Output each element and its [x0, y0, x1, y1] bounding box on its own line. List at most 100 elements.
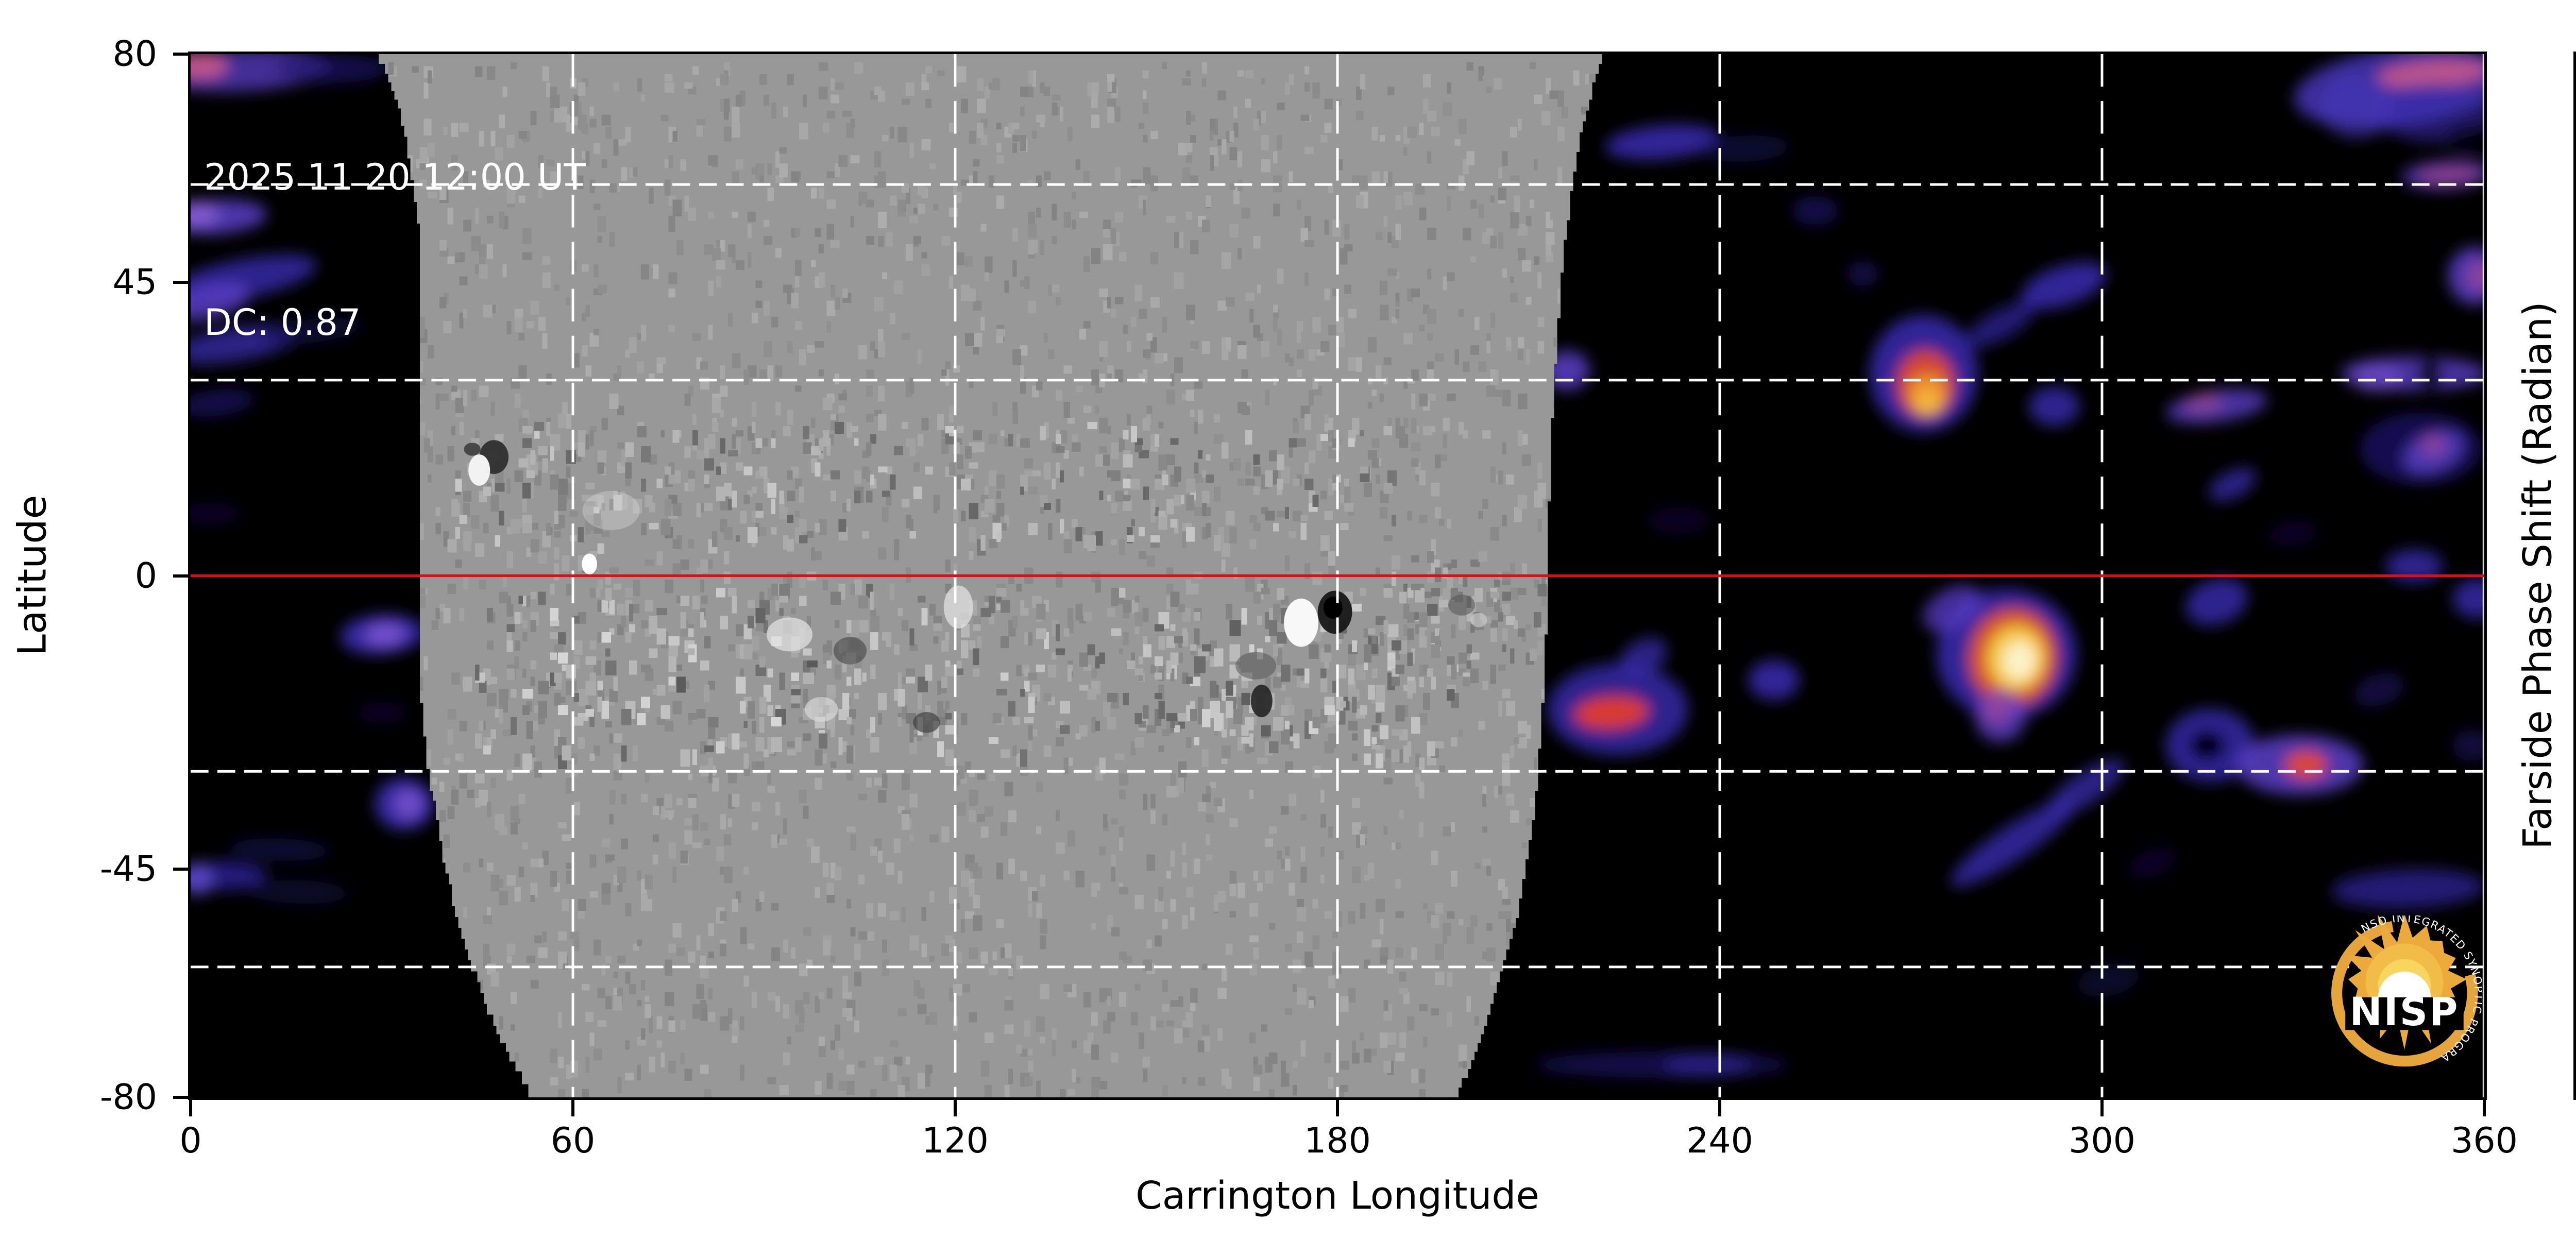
farside-blob	[2417, 165, 2481, 184]
logo-sun-dome	[2378, 971, 2431, 998]
magnetogram-feature	[464, 443, 481, 456]
x-tick-mark	[189, 1100, 192, 1116]
x-tick-label: 240	[1686, 1121, 1753, 1161]
plot-annotation: 2025 11 20 12:00 UT DC: 0.87	[204, 56, 586, 444]
farside-blob	[2209, 468, 2257, 501]
y-tick-label: -80	[99, 1077, 157, 1118]
farside-blob	[273, 54, 388, 83]
farside-blob	[1792, 196, 1839, 225]
y-tick-mark	[173, 280, 190, 284]
y-tick-mark	[173, 868, 190, 871]
farside-blob	[2452, 579, 2484, 618]
farside-blob	[229, 838, 331, 861]
y-tick-label: 80	[112, 33, 157, 75]
farside-blob	[1619, 638, 1667, 677]
farside-blob	[191, 54, 229, 80]
farside-blob	[191, 503, 242, 524]
magnetogram-feature	[1448, 595, 1476, 616]
magnetogram-feature	[1250, 684, 1273, 718]
farside-blob	[2354, 673, 2404, 707]
farside-blob	[1914, 392, 1940, 415]
farside-blob	[2350, 362, 2402, 392]
farside-blob	[2318, 73, 2395, 139]
magnetogram-feature	[943, 585, 973, 629]
farside-signal-layer	[191, 54, 2484, 1078]
magnetogram-feature	[1470, 613, 1487, 628]
farside-blob	[1951, 800, 2075, 887]
logo-nisp-text: NISP	[2349, 989, 2459, 1035]
x-tick-mark	[2483, 1100, 2486, 1116]
farside-blob	[2446, 122, 2484, 156]
farside-blob	[1981, 693, 2012, 725]
y-tick-label: -45	[99, 849, 157, 890]
farside-blob	[2185, 392, 2223, 414]
farside-blob	[1662, 1054, 1752, 1075]
magnetogram-feature	[468, 454, 490, 486]
x-tick-label: 60	[550, 1121, 596, 1161]
farside-blob	[191, 863, 214, 895]
logo-text-band	[2345, 997, 2464, 1030]
x-tick-label: 180	[1304, 1121, 1371, 1161]
farside-colorbar	[2573, 52, 2576, 1100]
farside-blob	[1701, 135, 1790, 162]
farside-blob	[356, 702, 408, 723]
farside-blob	[261, 318, 363, 345]
x-tick-mark	[571, 1100, 574, 1116]
magnetogram-feature	[1284, 598, 1318, 647]
farside-blob	[2452, 730, 2484, 761]
duty-cycle-annotation: DC: 0.87	[204, 301, 361, 344]
farside-colorbar-title: Farside Phase Shift (Radian)	[2514, 301, 2561, 850]
farside-blob	[191, 282, 250, 321]
solar-map	[191, 54, 2484, 1097]
magnetogram-feature	[1235, 652, 1277, 680]
y-tick-mark	[173, 1096, 190, 1099]
farside-blob	[364, 622, 405, 647]
farside-blob	[2002, 641, 2036, 680]
farside-blob	[1848, 261, 1878, 286]
farside-blob	[2331, 869, 2484, 909]
magnetogram-feature	[805, 697, 838, 722]
farside-blob	[2376, 59, 2484, 89]
farside-blob	[394, 789, 423, 819]
magnetogram-feature	[1323, 597, 1343, 619]
magnetogram-feature	[582, 553, 597, 574]
farside-blob	[2420, 435, 2446, 456]
farside-blob	[2385, 549, 2443, 583]
magnetogram-feature	[582, 490, 640, 530]
farside-blob	[2128, 847, 2178, 878]
farside-blob	[2267, 521, 2319, 546]
x-tick-mark	[2100, 1100, 2104, 1116]
farside-blob	[1573, 696, 1650, 730]
y-tick-label: 0	[134, 555, 157, 596]
x-tick-label: 300	[2069, 1121, 2136, 1161]
farside-blob	[191, 200, 219, 227]
y-tick-mark	[173, 53, 190, 56]
x-tick-label: 360	[2451, 1121, 2518, 1161]
farside-blob	[2077, 963, 2140, 997]
x-tick-mark	[954, 1100, 957, 1116]
farside-blob	[2467, 261, 2484, 291]
y-tick-label: 45	[112, 262, 157, 303]
farside-blob	[1923, 585, 1982, 632]
magnetogram-feature	[766, 617, 812, 652]
farside-blob	[2185, 578, 2248, 625]
farside-blob	[248, 880, 350, 904]
farside-blob	[191, 389, 255, 417]
x-tick-label: 0	[179, 1121, 202, 1161]
y-tick-mark	[173, 574, 190, 578]
farside-blob	[2417, 355, 2443, 392]
farside-blob	[1965, 302, 2035, 347]
magnetogram-features	[464, 440, 1487, 733]
farside-blob	[2021, 262, 2107, 309]
x-axis-title: Carrington Longitude	[1136, 1174, 1539, 1218]
farside-blob	[1748, 660, 1800, 700]
farside-blob	[1605, 124, 1720, 160]
x-tick-mark	[1336, 1100, 1339, 1116]
farside-blob	[2284, 750, 2328, 779]
x-tick-mark	[1718, 1100, 1721, 1116]
farside-blob	[2188, 730, 2227, 761]
magnetogram-feature	[833, 637, 867, 665]
